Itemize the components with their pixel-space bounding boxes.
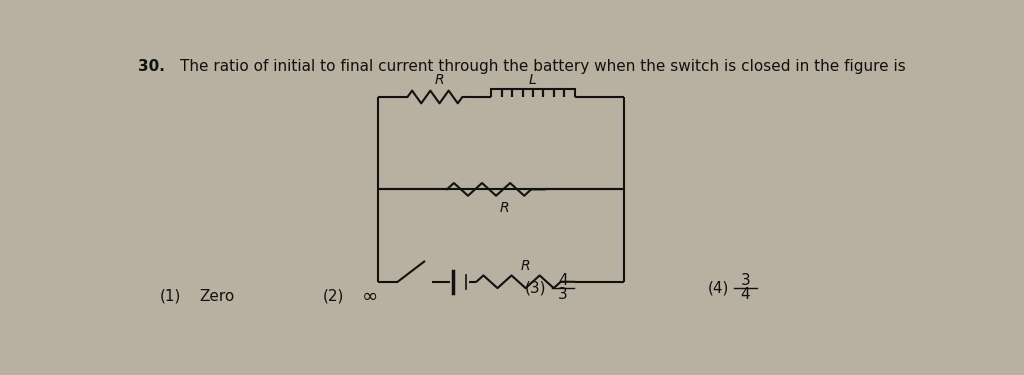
Text: ∞: ∞ [362, 287, 378, 306]
Text: (3): (3) [524, 280, 546, 295]
Text: (4): (4) [708, 280, 729, 295]
Text: 3: 3 [740, 273, 751, 288]
Text: R: R [434, 73, 444, 87]
Text: 4: 4 [558, 273, 567, 288]
Text: (1): (1) [160, 289, 181, 304]
Text: (2): (2) [323, 289, 344, 304]
Text: 4: 4 [740, 287, 751, 302]
Text: The ratio of initial to final current through the battery when the switch is clo: The ratio of initial to final current th… [179, 59, 905, 74]
Text: R: R [499, 201, 509, 215]
Text: L: L [529, 73, 537, 87]
Text: R: R [521, 259, 530, 273]
Text: 3: 3 [558, 287, 567, 302]
Text: Zero: Zero [200, 289, 234, 304]
Text: 30.: 30. [137, 59, 165, 74]
